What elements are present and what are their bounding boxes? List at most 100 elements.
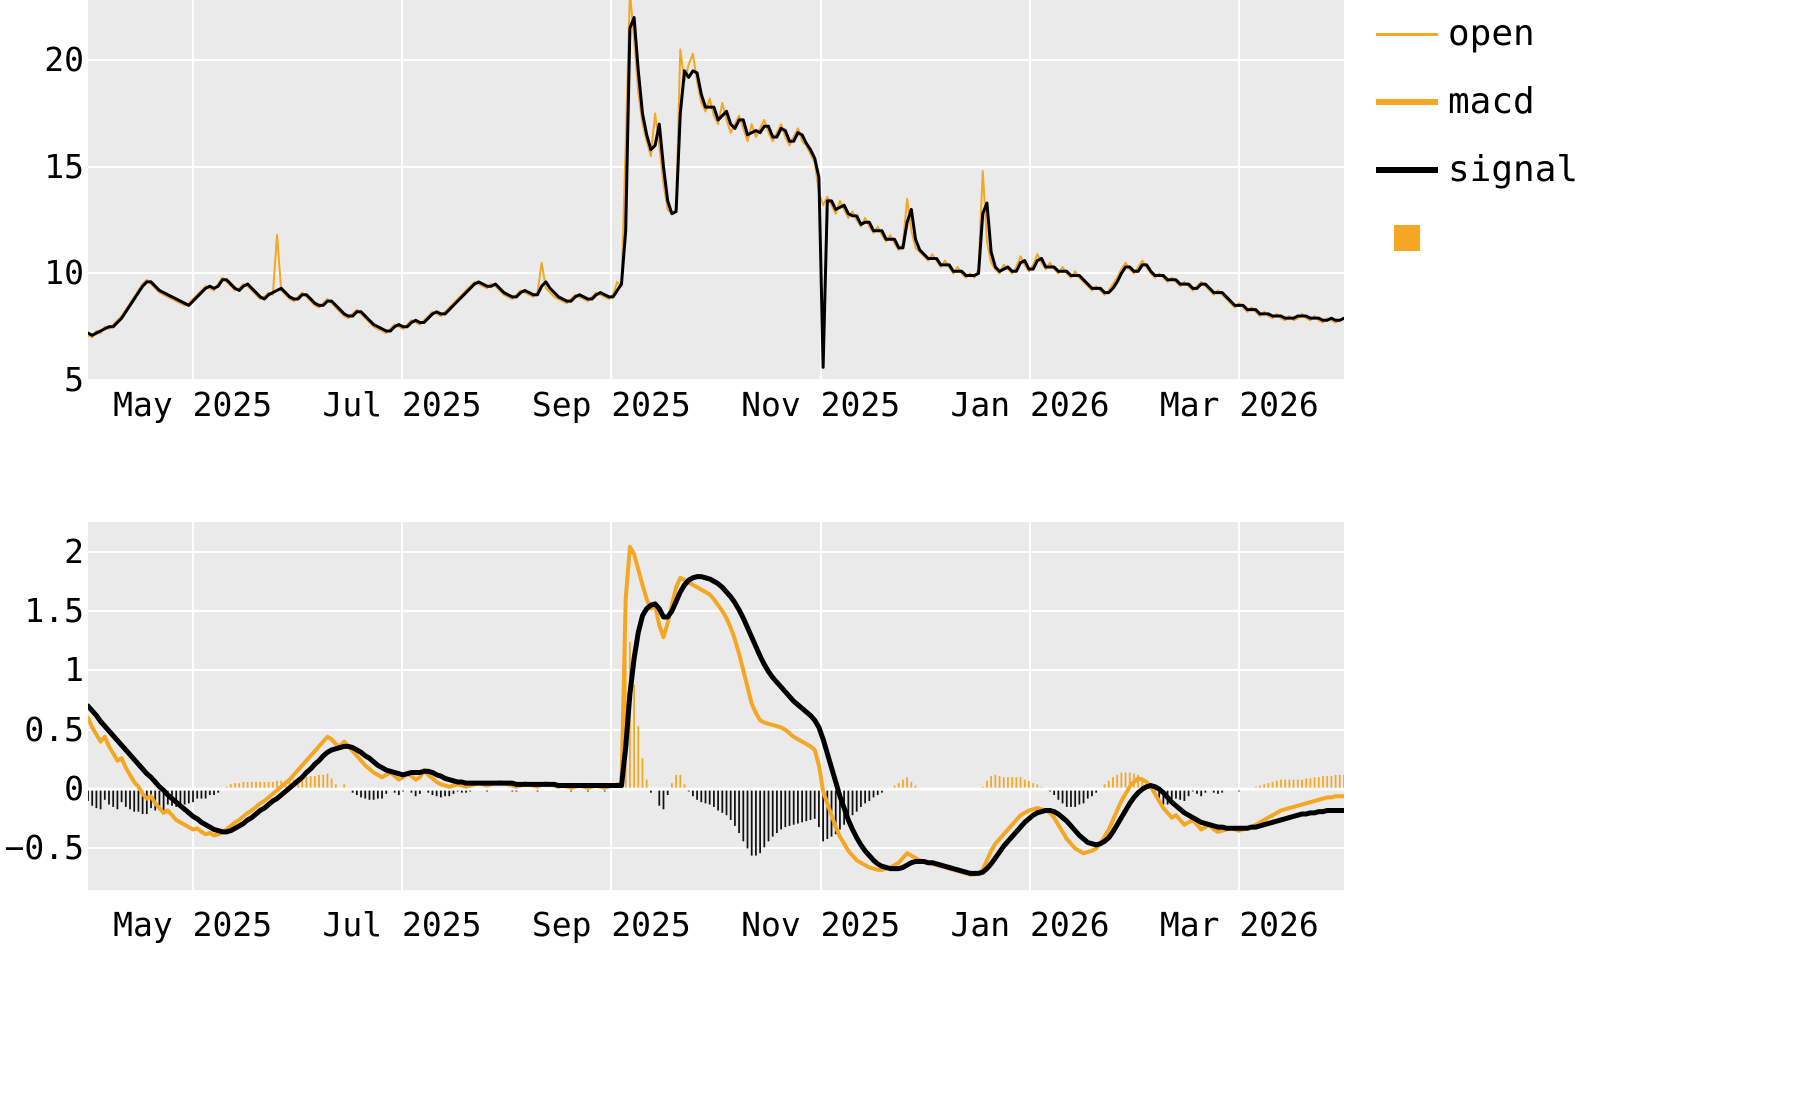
histogram-bar bbox=[427, 789, 430, 793]
price-panel: 5 10 15 20 May 2025 Jul 2025 Sep 2025 Nov 2025… bbox=[0, 0, 1800, 470]
histogram-bar bbox=[234, 783, 236, 790]
histogram-bar bbox=[1330, 776, 1333, 790]
histogram-bar bbox=[729, 789, 732, 820]
histogram-bar bbox=[213, 789, 215, 796]
histogram-bar bbox=[637, 726, 640, 790]
gridline-horizontal bbox=[88, 272, 1344, 275]
histogram-bar bbox=[334, 784, 337, 790]
histogram-bar bbox=[675, 774, 677, 790]
histogram-bar bbox=[162, 789, 165, 812]
histogram-bar bbox=[1275, 780, 1278, 790]
histogram-bar bbox=[120, 789, 123, 803]
histogram-bar bbox=[767, 789, 770, 842]
x-axis-tick-label: Jan 2026 bbox=[950, 905, 1110, 944]
histogram-bar bbox=[309, 776, 312, 790]
x-axis-tick-label: Jul 2025 bbox=[322, 385, 482, 424]
histogram-bar bbox=[1057, 789, 1060, 800]
gridline-horizontal bbox=[88, 550, 1344, 553]
histogram-bar bbox=[259, 781, 262, 790]
histogram-bar bbox=[776, 789, 778, 834]
x-axis-tick-label: Jan 2026 bbox=[950, 385, 1110, 424]
histogram-bar bbox=[658, 789, 661, 806]
histogram-bar bbox=[692, 789, 694, 797]
y-axis-tick-label: 20 bbox=[44, 40, 84, 80]
histogram-bar bbox=[145, 789, 148, 815]
gridline-vertical bbox=[191, 522, 194, 890]
histogram-bar bbox=[1158, 789, 1161, 801]
gridline-vertical bbox=[819, 522, 822, 890]
y-axis-tick-label: 0 bbox=[64, 769, 84, 809]
histogram-bar bbox=[351, 789, 354, 793]
histogram-bar bbox=[1196, 789, 1198, 794]
histogram-bar bbox=[204, 789, 207, 799]
histogram-bar bbox=[372, 789, 375, 800]
histogram-bar bbox=[847, 789, 850, 820]
histogram-bar bbox=[881, 789, 883, 793]
histogram-bar bbox=[641, 758, 644, 790]
x-axis-tick-label: Sep 2025 bbox=[531, 905, 691, 944]
histogram-bar bbox=[855, 789, 858, 812]
histogram-bar bbox=[902, 779, 904, 790]
histogram-bar bbox=[633, 684, 635, 790]
histogram-bar bbox=[108, 789, 110, 805]
x-axis-tick-label: Nov 2025 bbox=[741, 905, 901, 944]
legend-label: macd bbox=[1448, 81, 1535, 122]
legend-line-swatch-icon bbox=[1376, 99, 1438, 105]
histogram-bar bbox=[1179, 789, 1182, 800]
histogram-bar bbox=[99, 789, 102, 810]
histogram-bar bbox=[1183, 789, 1186, 801]
gridline-horizontal bbox=[88, 379, 1344, 380]
series-layer bbox=[88, 544, 1344, 877]
histogram-bar bbox=[851, 789, 854, 816]
x-axis-tick-label: Mar 2026 bbox=[1159, 905, 1319, 944]
histogram-bar bbox=[1070, 789, 1072, 807]
gridline-horizontal bbox=[88, 669, 1344, 672]
histogram-bar bbox=[700, 789, 703, 803]
histogram-bar bbox=[788, 789, 791, 826]
y-axis-tick-label: 2 bbox=[64, 531, 84, 571]
gridline-vertical bbox=[1238, 0, 1241, 380]
x-axis-tick-label: May 2025 bbox=[113, 905, 273, 944]
y-axis-tick-label: 1.5 bbox=[24, 591, 84, 631]
histogram-bar bbox=[267, 781, 270, 790]
legend-item-signal[interactable]: signal bbox=[1376, 144, 1578, 196]
histogram-bar bbox=[183, 789, 186, 805]
histogram-bar bbox=[755, 789, 757, 856]
histogram-bar bbox=[1053, 789, 1056, 796]
histogram-bar bbox=[1023, 779, 1026, 790]
histogram-bar bbox=[818, 789, 820, 828]
histogram-bar bbox=[88, 789, 89, 801]
histogram-bar bbox=[318, 774, 320, 790]
histogram-bar bbox=[746, 789, 749, 849]
histogram-bar bbox=[238, 783, 241, 790]
histogram-bar bbox=[431, 789, 434, 796]
histogram-bar bbox=[410, 789, 413, 793]
legend-item-histogram[interactable] bbox=[1376, 212, 1430, 264]
histogram-bar bbox=[301, 777, 304, 790]
x-axis-tick-label: Nov 2025 bbox=[741, 385, 901, 424]
histogram-bar bbox=[1263, 784, 1266, 790]
histogram-bar bbox=[326, 773, 329, 790]
histogram-bar bbox=[414, 789, 417, 797]
histogram-bar bbox=[1343, 774, 1344, 790]
histogram-bar bbox=[313, 776, 316, 790]
histogram-bar bbox=[141, 789, 144, 815]
histogram-bar bbox=[343, 784, 346, 790]
histogram-bar bbox=[439, 789, 442, 798]
legend-item-macd[interactable]: macd bbox=[1376, 76, 1535, 128]
histogram-bar bbox=[1086, 789, 1089, 799]
histogram-bar bbox=[1334, 774, 1337, 790]
x-axis-tick-label: Mar 2026 bbox=[1159, 385, 1319, 424]
histogram-bar bbox=[355, 789, 358, 796]
histogram-bar bbox=[217, 789, 220, 793]
histogram-bar bbox=[906, 777, 909, 790]
histogram-bar bbox=[1301, 779, 1303, 790]
histogram-bar bbox=[780, 789, 782, 830]
legend-box-swatch-icon bbox=[1394, 225, 1420, 251]
histogram-bar bbox=[801, 789, 803, 823]
histogram-bar bbox=[1065, 789, 1068, 807]
legend-item-open[interactable]: open bbox=[1376, 8, 1535, 60]
histogram-bar bbox=[229, 784, 232, 790]
histogram-bar bbox=[1032, 783, 1035, 790]
histogram-bar bbox=[1028, 780, 1030, 790]
